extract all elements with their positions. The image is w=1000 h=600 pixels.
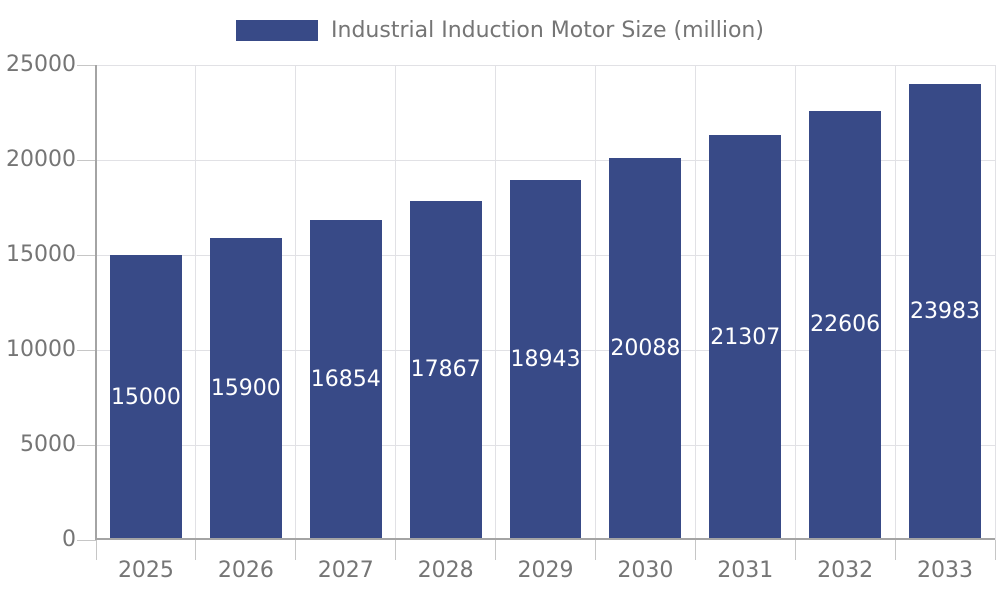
- x-axis-tick-label: 2025: [117, 558, 174, 583]
- x-axis-tick-label: 2033: [917, 558, 974, 583]
- bar[interactable]: 20088: [609, 158, 682, 540]
- x-axis-tick-label: 2030: [617, 558, 674, 583]
- gridline-vertical: [694, 65, 696, 540]
- gridline-vertical: [894, 65, 896, 540]
- bar[interactable]: 23983: [909, 84, 981, 540]
- plot-area: 15000 15900 16854 17867 18943 20088 21307 22606…: [96, 64, 996, 540]
- y-axis-tick-label: 10000: [6, 337, 76, 362]
- y-axis-tick: [77, 349, 96, 351]
- bar-value-label: 23983: [910, 299, 981, 325]
- gridline-vertical: [395, 65, 397, 540]
- y-axis-tick-label: 15000: [6, 242, 76, 267]
- x-axis-tick: [95, 540, 97, 560]
- gridline-vertical: [195, 65, 197, 540]
- bar-value-label: 16854: [310, 366, 381, 392]
- x-axis-tick: [894, 540, 896, 560]
- x-axis-tick-label: 2029: [517, 558, 574, 583]
- x-axis-tick: [794, 540, 796, 560]
- bar[interactable]: 15900: [209, 237, 282, 540]
- x-axis-tick-label: 2028: [417, 558, 474, 583]
- x-axis-tick-label: 2026: [217, 558, 274, 583]
- bar-value-label: 21307: [710, 324, 781, 350]
- bar[interactable]: 22606: [809, 110, 882, 540]
- y-axis-tick: [77, 254, 96, 256]
- bar[interactable]: 18943: [509, 180, 582, 540]
- x-axis-tick: [295, 540, 297, 560]
- y-axis-tick-label: 0: [62, 527, 76, 552]
- x-axis-tick-label: 2032: [817, 558, 874, 583]
- legend-label: Industrial Induction Motor Size (million…: [331, 18, 764, 43]
- bar-value-label: 15900: [210, 375, 281, 401]
- legend-swatch-icon: [236, 20, 319, 41]
- x-axis-tick: [594, 540, 596, 560]
- y-axis-tick-label: 5000: [20, 432, 76, 457]
- bar-value-label: 18943: [510, 347, 581, 373]
- y-axis-tick-label: 20000: [6, 147, 76, 172]
- x-axis-tick: [395, 540, 397, 560]
- x-axis-tick-label: 2031: [717, 558, 774, 583]
- gridline-vertical: [994, 65, 996, 540]
- y-axis-line: [95, 65, 97, 540]
- y-axis-tick: [77, 539, 96, 541]
- bar[interactable]: 17867: [409, 200, 482, 540]
- bar[interactable]: 16854: [309, 219, 382, 540]
- legend[interactable]: Industrial Induction Motor Size (million…: [0, 18, 1000, 43]
- y-axis-tick: [77, 64, 96, 66]
- x-axis-tick: [495, 540, 497, 560]
- gridline-vertical: [794, 65, 796, 540]
- y-axis-tick: [77, 444, 96, 446]
- x-axis-tick: [994, 540, 996, 560]
- gridline-vertical: [495, 65, 497, 540]
- gridline-horizontal: [96, 159, 995, 161]
- gridline-horizontal: [96, 64, 995, 66]
- x-axis-tick-label: 2027: [317, 558, 374, 583]
- bar-value-label: 22606: [810, 312, 881, 338]
- bar[interactable]: 15000: [109, 255, 182, 540]
- bar-value-label: 15000: [110, 384, 181, 410]
- y-axis-tick: [77, 159, 96, 161]
- bar-value-label: 20088: [610, 336, 681, 362]
- bar-value-label: 17867: [410, 357, 481, 383]
- gridline-vertical: [295, 65, 297, 540]
- gridline-vertical: [594, 65, 596, 540]
- y-axis-tick-label: 25000: [6, 52, 76, 77]
- bar[interactable]: 21307: [709, 135, 782, 540]
- x-axis-line: [95, 538, 995, 540]
- x-axis-tick: [195, 540, 197, 560]
- x-axis-tick: [694, 540, 696, 560]
